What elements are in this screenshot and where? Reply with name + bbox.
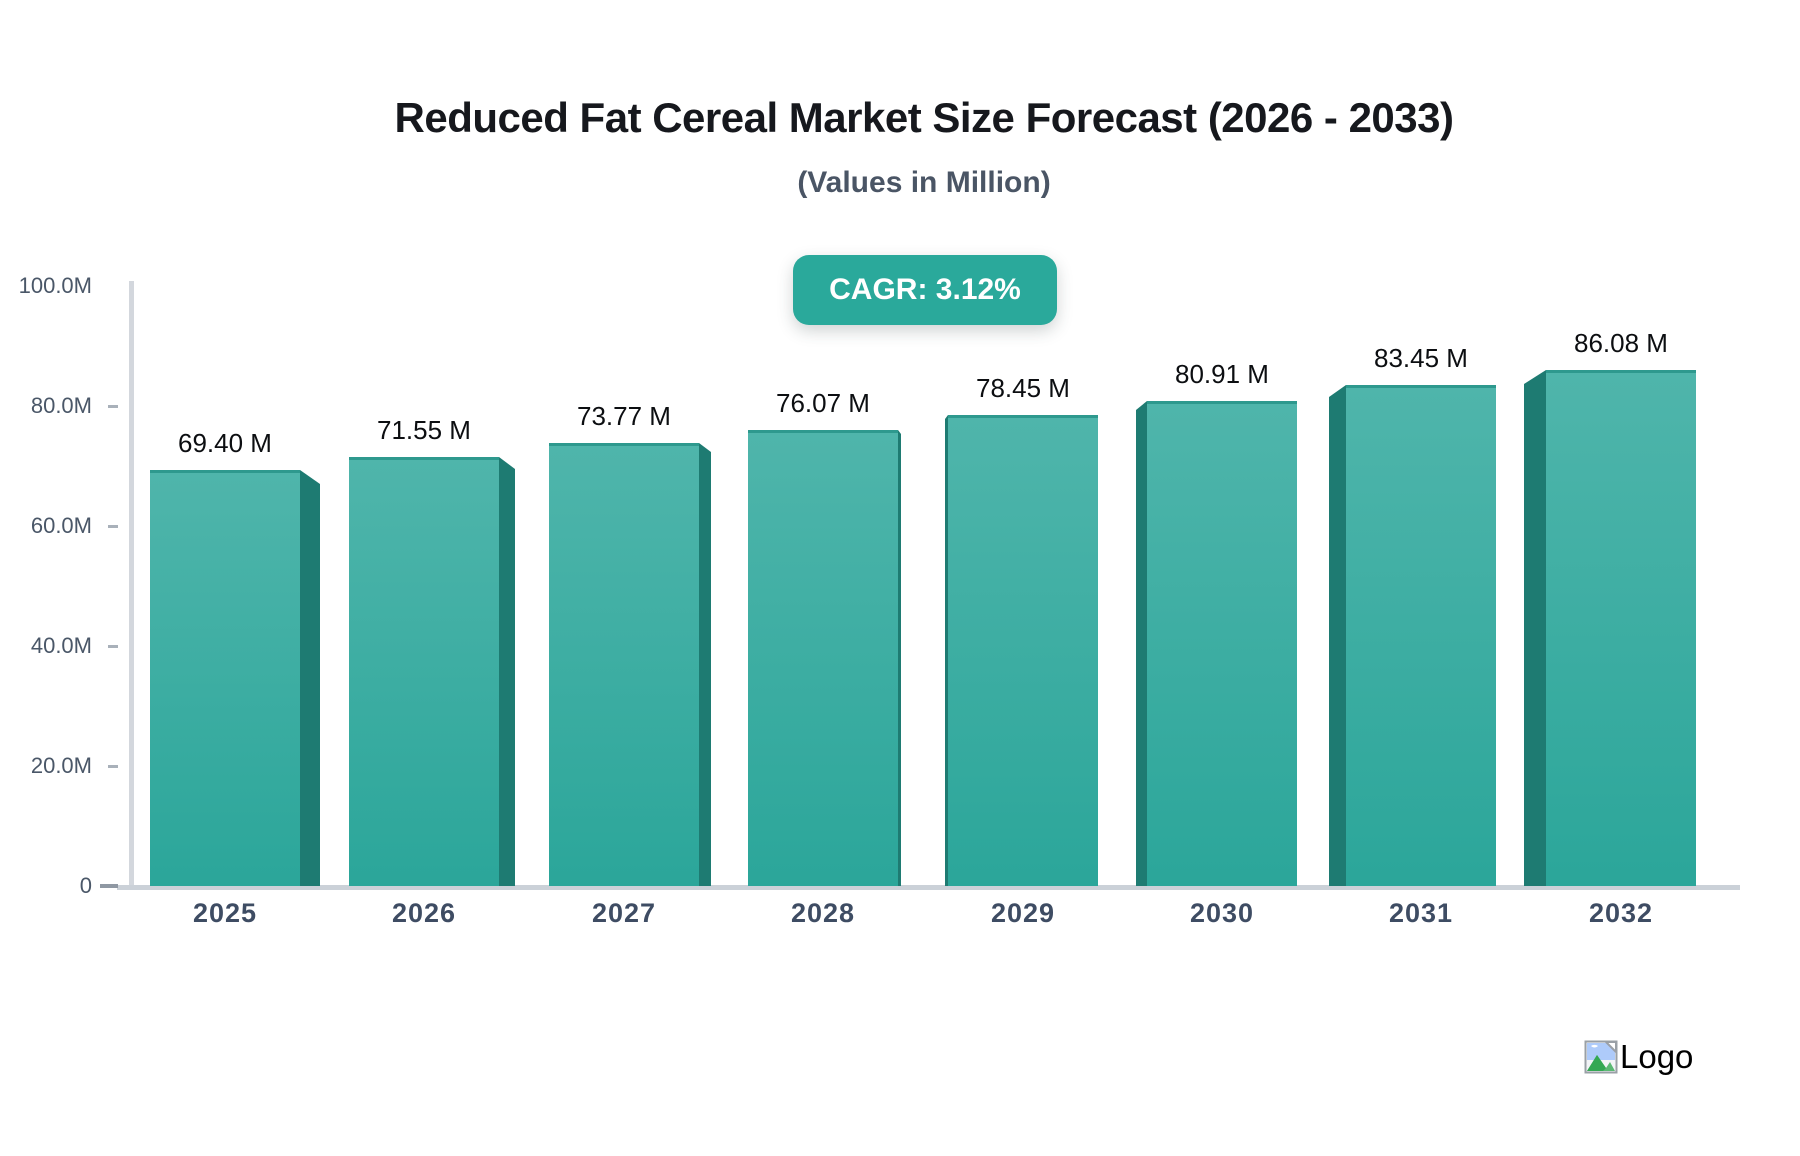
bar-side-face xyxy=(898,430,901,886)
y-tick-label: 80.0M xyxy=(30,393,92,418)
bar-value-label: 83.45 M xyxy=(1374,343,1468,373)
chart-subtitle: (Values in Million) xyxy=(797,166,1051,199)
y-tick-label: 0 xyxy=(79,873,92,898)
bar xyxy=(948,415,1098,886)
y-tick-label: 60.0M xyxy=(30,513,92,538)
y-tick-dash xyxy=(100,884,118,888)
bar-value-label: 73.77 M xyxy=(577,401,671,431)
y-tick-dash xyxy=(108,645,118,648)
x-tick-label: 2031 xyxy=(1388,898,1454,928)
x-tick-label: 2028 xyxy=(790,898,856,928)
bar-side-face xyxy=(499,457,515,886)
bar-value-label: 86.08 M xyxy=(1574,328,1668,358)
bar-side-face xyxy=(945,415,948,886)
y-tick-dash xyxy=(108,525,118,528)
x-tick-label: 2026 xyxy=(391,898,457,928)
logo-alt-text: Logo xyxy=(1620,1038,1694,1075)
bar xyxy=(1546,370,1696,886)
x-tick-label: 2030 xyxy=(1189,898,1255,928)
bar-value-label: 78.45 M xyxy=(976,373,1070,403)
bar-value-label: 76.07 M xyxy=(776,388,870,418)
x-tick-label: 2029 xyxy=(990,898,1056,928)
bar xyxy=(748,430,898,886)
logo: Logo xyxy=(1584,1040,1693,1074)
bar-side-face xyxy=(1524,370,1546,886)
x-tick-label: 2032 xyxy=(1588,898,1654,928)
y-axis-line xyxy=(129,281,134,889)
bar xyxy=(1346,385,1496,886)
bar xyxy=(349,457,499,886)
bar-side-face xyxy=(699,443,711,886)
bar xyxy=(150,470,300,886)
bar-value-label: 80.91 M xyxy=(1175,359,1269,389)
y-tick-dash xyxy=(108,405,118,408)
y-tick-label: 40.0M xyxy=(30,633,92,658)
cagr-badge: CAGR: 3.12% xyxy=(793,255,1057,325)
bar-side-face xyxy=(1136,401,1147,886)
bar xyxy=(1147,401,1297,886)
x-tick-label: 2027 xyxy=(591,898,657,928)
bar-side-face xyxy=(300,470,320,886)
cagr-badge-label: CAGR: 3.12% xyxy=(829,273,1021,306)
bar-value-label: 69.40 M xyxy=(178,428,272,458)
x-axis-line xyxy=(117,885,1740,890)
bar xyxy=(549,443,699,886)
y-tick-label: 100.0M xyxy=(18,273,92,298)
y-tick-label: 20.0M xyxy=(30,753,92,778)
bar-value-label: 71.55 M xyxy=(377,415,471,445)
y-tick-dash xyxy=(108,765,118,768)
broken-image-icon xyxy=(1584,1040,1618,1074)
chart-title: Reduced Fat Cereal Market Size Forecast … xyxy=(394,94,1454,141)
bar-side-face xyxy=(1329,385,1346,886)
x-tick-label: 2025 xyxy=(192,898,258,928)
